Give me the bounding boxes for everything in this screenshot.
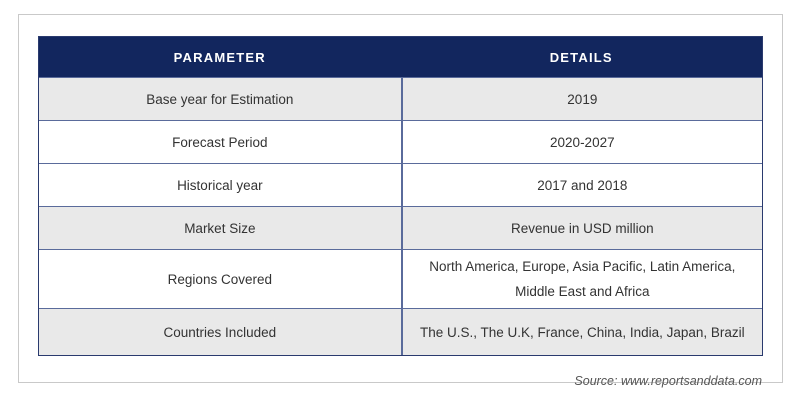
column-header-details: DETAILS (549, 49, 613, 65)
cell-parameter: Countries Included (39, 309, 403, 355)
table-row: Countries Included The U.S., The U.K, Fr… (39, 308, 762, 355)
source-attribution: Source: www.reportsanddata.com (574, 374, 762, 388)
cell-details: Revenue in USD million (511, 220, 654, 236)
cell-parameter: Base year for Estimation (39, 78, 403, 120)
cell-details: 2019 (567, 91, 598, 107)
column-header-parameter: PARAMETER (173, 49, 266, 65)
cell-details: The U.S., The U.K, France, China, India,… (419, 324, 745, 340)
parameters-table: PARAMETER DETAILS Base year for Estimati… (38, 36, 763, 356)
table-row: Base year for Estimation 2019 (39, 77, 762, 120)
cell-details: North America, Europe, Asia Pacific, Lat… (429, 259, 736, 299)
figure-card: PARAMETER DETAILS Base year for Estimati… (18, 14, 783, 388)
table-row: Market Size Revenue in USD million (39, 206, 762, 249)
cell-parameter: Historical year (39, 164, 403, 206)
table-row: Regions Covered North America, Europe, A… (39, 249, 762, 308)
cell-parameter: Regions Covered (39, 250, 403, 308)
cell-details: 2017 and 2018 (537, 177, 628, 193)
table-header-row: PARAMETER DETAILS (39, 37, 762, 77)
table-row: Historical year 2017 and 2018 (39, 163, 762, 206)
cell-parameter: Forecast Period (39, 121, 403, 163)
table-row: Forecast Period 2020-2027 (39, 120, 762, 163)
cell-details: 2020-2027 (550, 134, 615, 150)
cell-parameter: Market Size (39, 207, 403, 249)
